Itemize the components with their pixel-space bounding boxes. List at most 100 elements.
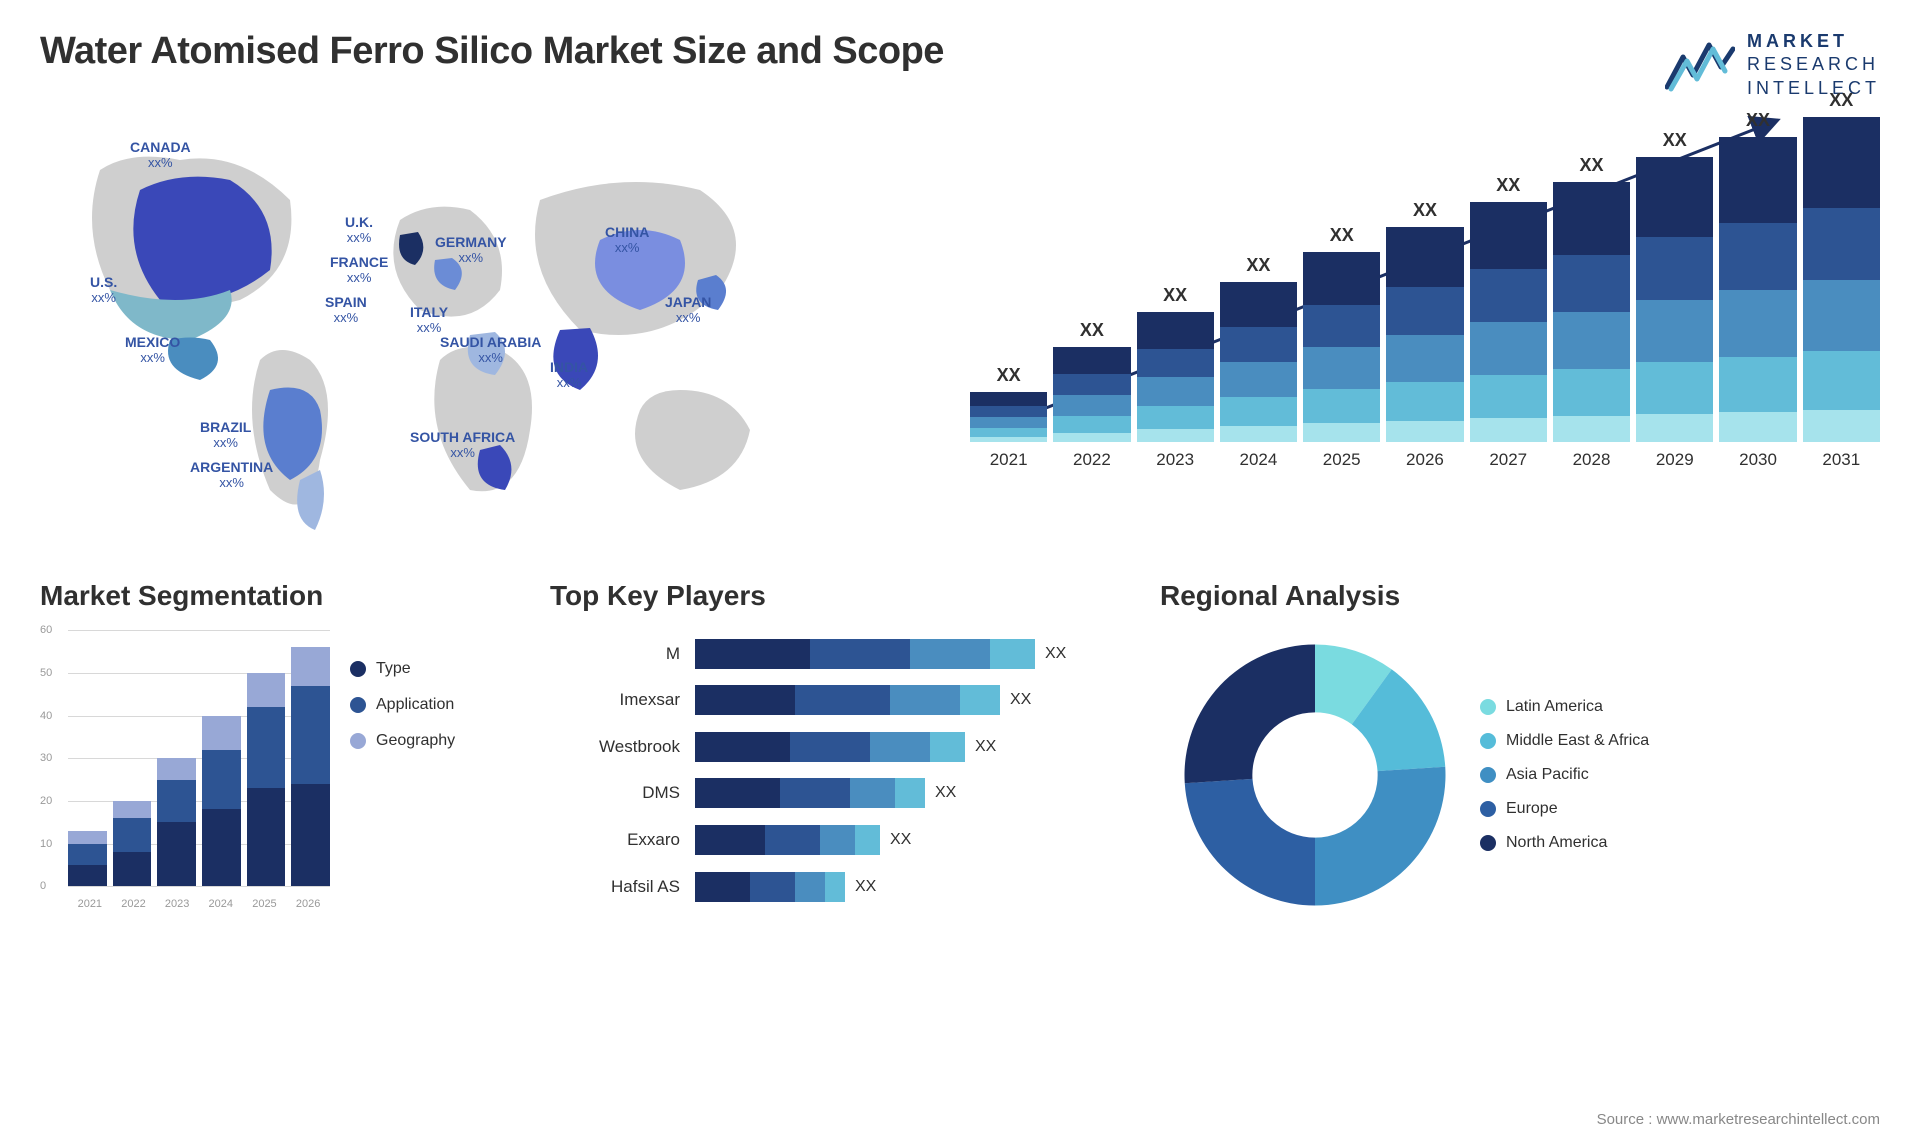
bar-segment [1636, 300, 1713, 363]
legend-dot [1480, 733, 1496, 749]
legend-dot [350, 661, 366, 677]
bar-value-label: XX [1080, 320, 1104, 341]
ytick-label: 0 [40, 880, 46, 892]
player-value: XX [855, 878, 876, 896]
legend-label: Application [376, 696, 454, 714]
bar-value-label: XX [1579, 155, 1603, 176]
seg-bar [113, 801, 152, 886]
legend-label: Latin America [1506, 698, 1603, 716]
bar-segment [1470, 322, 1547, 375]
legend-item: Type [350, 660, 520, 678]
regional-title: Regional Analysis [1160, 580, 1880, 612]
segmentation-title: Market Segmentation [40, 580, 520, 612]
map-label: JAPANxx% [665, 295, 711, 325]
bar-value-label: XX [1746, 110, 1770, 131]
bar-segment [970, 417, 1047, 428]
seg-bar-segment [113, 852, 152, 886]
bar-segment [1220, 362, 1297, 397]
player-bar-segment [795, 872, 825, 902]
map-label: SOUTH AFRICAxx% [410, 430, 515, 460]
bar-segment [1719, 412, 1796, 443]
bar-value-label: XX [997, 365, 1021, 386]
seg-bar [68, 831, 107, 886]
bar-value-label: XX [1163, 285, 1187, 306]
bar-segment [1719, 357, 1796, 412]
bar-value-label: XX [1663, 130, 1687, 151]
legend-item: Latin America [1480, 698, 1880, 716]
bar-year-label: 2023 [1156, 450, 1194, 470]
map-label: MEXICOxx% [125, 335, 180, 365]
player-value: XX [935, 784, 956, 802]
seg-bar-segment [113, 801, 152, 818]
regional-legend: Latin AmericaMiddle East & AfricaAsia Pa… [1480, 698, 1880, 852]
legend-label: Middle East & Africa [1506, 732, 1649, 750]
seg-bar-segment [113, 818, 152, 852]
player-bar-segment [780, 778, 850, 808]
map-label: CANADAxx% [130, 140, 191, 170]
donut-slice [1185, 779, 1315, 906]
seg-xlabel: 2023 [165, 898, 189, 910]
bar-segment [1803, 351, 1880, 410]
player-bar [695, 825, 880, 855]
seg-bar [202, 716, 241, 887]
seg-bar-segment [157, 822, 196, 886]
player-name: Imexsar [550, 690, 680, 710]
seg-bar-segment [291, 647, 330, 685]
bar-segment [970, 392, 1047, 406]
legend-item: Application [350, 696, 520, 714]
segmentation-chart: 0102030405060 202120222023202420252026 [40, 630, 330, 910]
bar-segment [1220, 282, 1297, 327]
bar-segment [1137, 349, 1214, 378]
seg-xlabel: 2026 [296, 898, 320, 910]
bar-segment [1719, 290, 1796, 357]
player-row: XX [695, 638, 1130, 670]
seg-bar [291, 647, 330, 886]
legend-dot [350, 697, 366, 713]
player-row: XX [695, 731, 1130, 763]
bar-year-label: 2024 [1240, 450, 1278, 470]
bar-value-label: XX [1829, 90, 1853, 111]
bar-segment [1053, 416, 1130, 433]
ytick-label: 20 [40, 795, 52, 807]
legend-label: Europe [1506, 800, 1558, 818]
legend-item: Europe [1480, 800, 1880, 818]
player-bar-segment [695, 732, 790, 762]
bar-segment [1386, 421, 1463, 443]
player-bar-segment [820, 825, 855, 855]
player-row: XX [695, 684, 1130, 716]
map-label: U.K.xx% [345, 215, 373, 245]
bar-segment [1386, 335, 1463, 382]
legend-item: Middle East & Africa [1480, 732, 1880, 750]
legend-dot [350, 733, 366, 749]
segmentation-panel: Market Segmentation 0102030405060 202120… [40, 580, 520, 920]
bar-segment [1220, 397, 1297, 426]
player-bar-segment [695, 639, 810, 669]
bar-segment [1137, 312, 1214, 348]
seg-bar-segment [68, 865, 107, 886]
player-bar-segment [890, 685, 960, 715]
bar-segment [1386, 382, 1463, 421]
growth-bar: XX2021 [970, 365, 1047, 470]
player-bar [695, 639, 1035, 669]
bar-segment [1053, 374, 1130, 395]
bar-segment [1470, 418, 1547, 442]
world-map-panel: CANADAxx%U.S.xx%MEXICOxx%BRAZILxx%ARGENT… [40, 110, 940, 550]
bar-segment [1386, 287, 1463, 334]
ytick-label: 40 [40, 710, 52, 722]
player-row: XX [695, 871, 1130, 903]
bar-segment [1303, 347, 1380, 389]
growth-bar: XX 2023 [1137, 285, 1214, 470]
seg-bar-segment [157, 758, 196, 779]
seg-bar-segment [157, 780, 196, 823]
legend-label: Geography [376, 732, 455, 750]
bar-year-label: 2022 [1073, 450, 1111, 470]
seg-xlabel: 2024 [209, 898, 233, 910]
player-row: XX [695, 777, 1130, 809]
bar-value-label: XX [1330, 225, 1354, 246]
growth-bar: XX2024 [1220, 255, 1297, 470]
player-bar-segment [795, 685, 890, 715]
legend-dot [1480, 767, 1496, 783]
map-label: GERMANYxx% [435, 235, 507, 265]
player-name: M [550, 644, 680, 664]
map-label: ARGENTINAxx% [190, 460, 273, 490]
